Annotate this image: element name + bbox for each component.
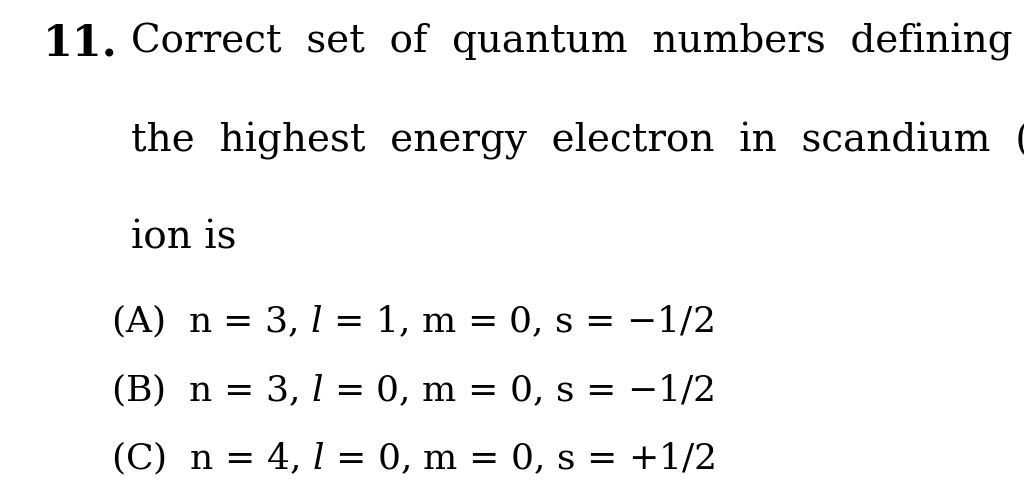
Text: the  highest  energy  electron  in  scandium  (I): the highest energy electron in scandium … bbox=[131, 121, 1024, 160]
Text: 11.: 11. bbox=[43, 23, 118, 65]
Text: ion is: ion is bbox=[131, 220, 237, 257]
Text: Correct  set  of  quantum  numbers  defining: Correct set of quantum numbers defining bbox=[131, 23, 1013, 61]
Text: (C)  n = 4, $\mathit{l}$ = 0, m = 0, s = +1/2: (C) n = 4, $\mathit{l}$ = 0, m = 0, s = … bbox=[111, 440, 715, 477]
Text: (A)  n = 3, $\mathit{l}$ = 1, m = 0, s = −1/2: (A) n = 3, $\mathit{l}$ = 1, m = 0, s = … bbox=[111, 303, 713, 340]
Text: (B)  n = 3, $\mathit{l}$ = 0, m = 0, s = −1/2: (B) n = 3, $\mathit{l}$ = 0, m = 0, s = … bbox=[111, 372, 714, 409]
